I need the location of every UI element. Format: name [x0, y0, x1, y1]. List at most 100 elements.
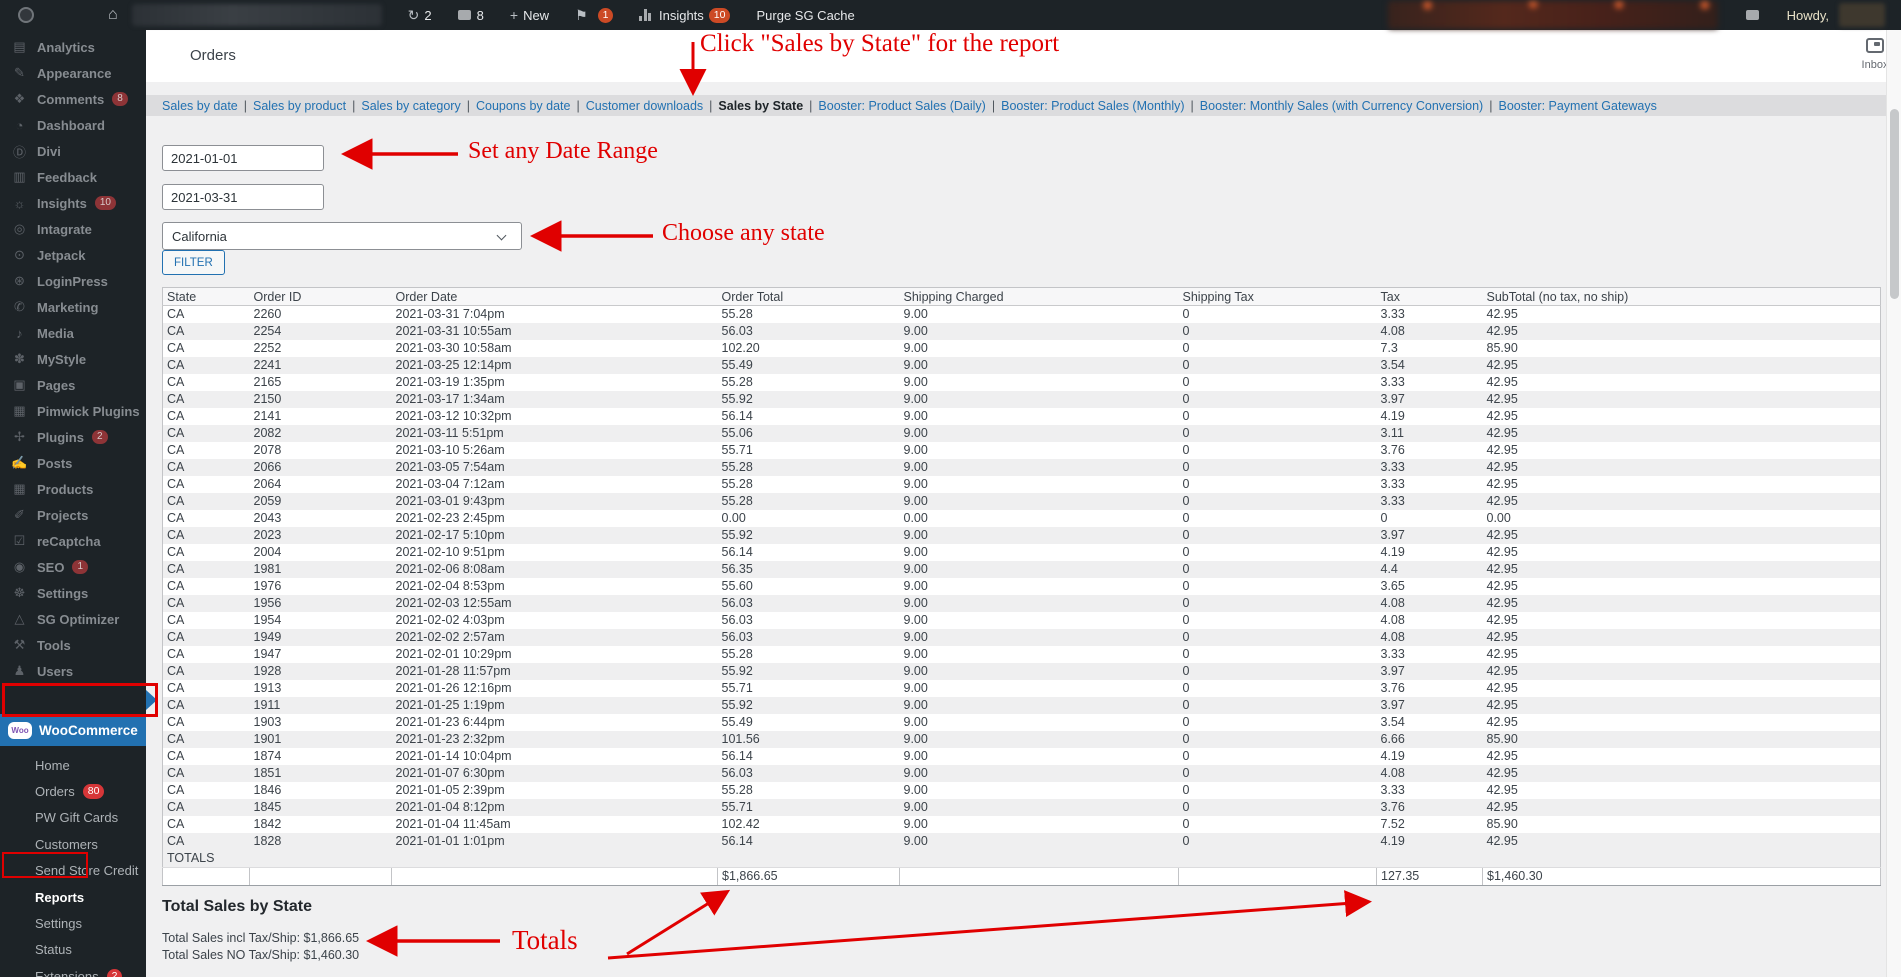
cell-state: CA — [167, 477, 185, 491]
menu-icon: ☼ — [13, 195, 26, 211]
sidebar-item[interactable]: ▦ Pimwick Plugins — [0, 398, 146, 424]
sidebar-item[interactable]: ⊙ Jetpack — [0, 242, 146, 268]
submenu-item[interactable]: Reports — [0, 884, 146, 910]
purge-cache-button[interactable]: Purge SG Cache — [756, 8, 854, 23]
cell-subtotal: 42.95 — [1486, 630, 1518, 644]
sidebar-item[interactable]: Ⓓ Divi — [0, 138, 146, 164]
new-button[interactable]: + New — [510, 7, 549, 23]
table-row: CA 1947 2021-02-01 10:29pm 55.28 9.00 0 … — [163, 646, 1881, 663]
sidebar-item[interactable]: △ SG Optimizer — [0, 606, 146, 632]
sidebar-item[interactable]: ◔ Dashboard — [0, 112, 146, 138]
report-tab[interactable]: Sales by State — [703, 99, 803, 113]
submenu-item[interactable]: Customers — [0, 831, 146, 857]
table-row: CA 1928 2021-01-28 11:57pm 55.92 9.00 0 … — [162, 663, 1881, 680]
sidebar-item[interactable]: ▥ Feedback — [0, 164, 146, 190]
submenu-item[interactable]: Status — [0, 937, 146, 963]
menu-icon: ◎ — [13, 221, 26, 236]
date-to-input[interactable] — [162, 184, 324, 210]
cell-order-id: 2004 — [253, 545, 282, 559]
cell-shipping-charged: 9.00 — [903, 732, 928, 746]
sidebar-item[interactable]: ▣ Pages — [0, 372, 146, 398]
sidebar-item[interactable]: ❖ Comments 8 — [0, 86, 146, 112]
state-select[interactable]: California — [162, 222, 522, 250]
sidebar-item[interactable]: ▤ Analytics — [0, 34, 146, 60]
report-tab[interactable]: Booster: Monthly Sales (with Currency Co… — [1185, 99, 1483, 113]
sidebar-item[interactable]: ✆ Marketing — [0, 294, 146, 320]
submenu-item[interactable]: Extensions 2 — [0, 963, 146, 977]
comments-indicator[interactable]: 8 — [457, 8, 484, 23]
updates-indicator[interactable]: ↻ 2 — [408, 7, 432, 24]
sidebar-item-woocommerce[interactable]: Woo WooCommerce — [0, 714, 146, 746]
report-tab[interactable]: Coupons by date — [461, 99, 571, 113]
alerts-indicator[interactable]: ⚑ 1 — [575, 7, 614, 24]
menu-icon: ♪ — [16, 325, 23, 341]
sidebar-item-label: Analytics — [37, 39, 95, 55]
cell-order-total: 56.03 — [721, 324, 753, 338]
sidebar-item[interactable]: ▦ Products — [0, 476, 146, 502]
scrollbar-track[interactable] — [1886, 30, 1901, 977]
alerts-badge: 1 — [597, 7, 614, 23]
sidebar-item[interactable]: ☑ reCaptcha — [0, 528, 146, 554]
cell-subtotal: 42.95 — [1486, 375, 1518, 389]
table-row: CA 1828 2021-01-01 1:01pm 56.14 9.00 0 4… — [162, 833, 1881, 850]
cell-tax: 3.11 — [1380, 426, 1404, 440]
submenu-item[interactable]: Home — [0, 752, 146, 778]
sidebar-item[interactable]: ✍ Posts — [0, 450, 146, 476]
submenu-item[interactable]: Orders 80 — [0, 778, 146, 804]
sidebar-item[interactable]: ✽ MyStyle — [0, 346, 146, 372]
report-tab[interactable]: Booster: Payment Gateways — [1483, 99, 1656, 113]
table-header-row: State Order ID Order Date Order Total Sh… — [162, 287, 1881, 306]
filter-button[interactable]: FILTER — [162, 250, 225, 275]
menu-icon: Ⓓ — [12, 144, 26, 160]
report-tab[interactable]: Booster: Product Sales (Monthly) — [986, 99, 1184, 113]
cell-shipping-charged: 9.00 — [903, 766, 928, 780]
sidebar-item[interactable]: ◉ SEO 1 — [0, 554, 146, 580]
inbox-button[interactable]: Inbox — [1852, 38, 1898, 71]
sidebar-item[interactable]: ✐ Projects — [0, 502, 146, 528]
cell-tax: 3.76 — [1380, 800, 1405, 814]
sidebar-item[interactable]: ♟ Users — [0, 658, 146, 684]
sidebar-item[interactable]: ◎ Intagrate — [0, 216, 146, 242]
sidebar-item[interactable]: ♪ Media — [0, 320, 146, 346]
report-tab[interactable]: Sales by category — [346, 99, 460, 113]
submenu-item[interactable]: Send Store Credit — [0, 858, 146, 884]
report-tab[interactable]: Sales by product — [238, 99, 346, 113]
submenu-item[interactable]: Settings — [0, 910, 146, 936]
submenu-item-label: Reports — [35, 889, 85, 905]
woocommerce-label: WooCommerce — [39, 722, 138, 738]
cell-order-id: 1903 — [253, 715, 282, 729]
submenu-item-label: Settings — [35, 916, 82, 932]
cell-subtotal: 42.95 — [1486, 783, 1518, 797]
feedback-bubble-icon[interactable] — [1745, 10, 1759, 20]
scrollbar-thumb[interactable] — [1890, 109, 1899, 299]
date-from-input[interactable] — [162, 145, 324, 171]
cell-shipping-charged: 9.00 — [903, 545, 928, 559]
report-tab[interactable]: Booster: Product Sales (Daily) — [803, 99, 985, 113]
avatar[interactable] — [1839, 3, 1885, 27]
sidebar-item[interactable]: ⊛ LoginPress — [0, 268, 146, 294]
submenu-item-label: Customers — [35, 836, 98, 852]
cell-order-date: 2021-02-17 5:10pm — [395, 528, 505, 542]
cell-order-date: 2021-01-28 11:57pm — [395, 664, 511, 678]
cell-shipping-tax: 0 — [1182, 766, 1190, 780]
cell-subtotal: 42.95 — [1486, 715, 1518, 729]
sidebar-item[interactable]: ☼ Insights 10 — [0, 190, 146, 216]
sidebar-item[interactable]: ⚒ Tools — [0, 632, 146, 658]
report-tab[interactable]: Sales by date — [162, 98, 238, 113]
cell-order-date: 2021-02-02 2:57am — [395, 630, 505, 644]
sidebar-item[interactable]: ✎ Appearance — [0, 60, 146, 86]
sidebar-item[interactable]: ✢ Plugins 2 — [0, 424, 146, 450]
cell-order-id: 1928 — [253, 664, 282, 678]
home-icon[interactable]: ⌂ — [108, 6, 118, 23]
cell-state: CA — [167, 358, 185, 372]
sidebar-item-badge: 2 — [91, 430, 108, 444]
report-tab[interactable]: Customer downloads — [570, 99, 703, 113]
cell-shipping-tax: 0 — [1182, 800, 1190, 814]
sidebar-item[interactable]: ☸ Settings — [0, 580, 146, 606]
submenu-item[interactable]: PW Gift Cards — [0, 805, 146, 831]
totals-label-row: TOTALS — [162, 850, 1881, 868]
wordpress-logo-icon[interactable] — [18, 7, 34, 23]
cell-order-id: 2078 — [253, 443, 282, 457]
table-body: CA 2260 2021-03-31 7:04pm 55.28 9.00 0 3… — [162, 306, 1881, 850]
insights-menu[interactable]: Insights 10 — [639, 7, 731, 23]
